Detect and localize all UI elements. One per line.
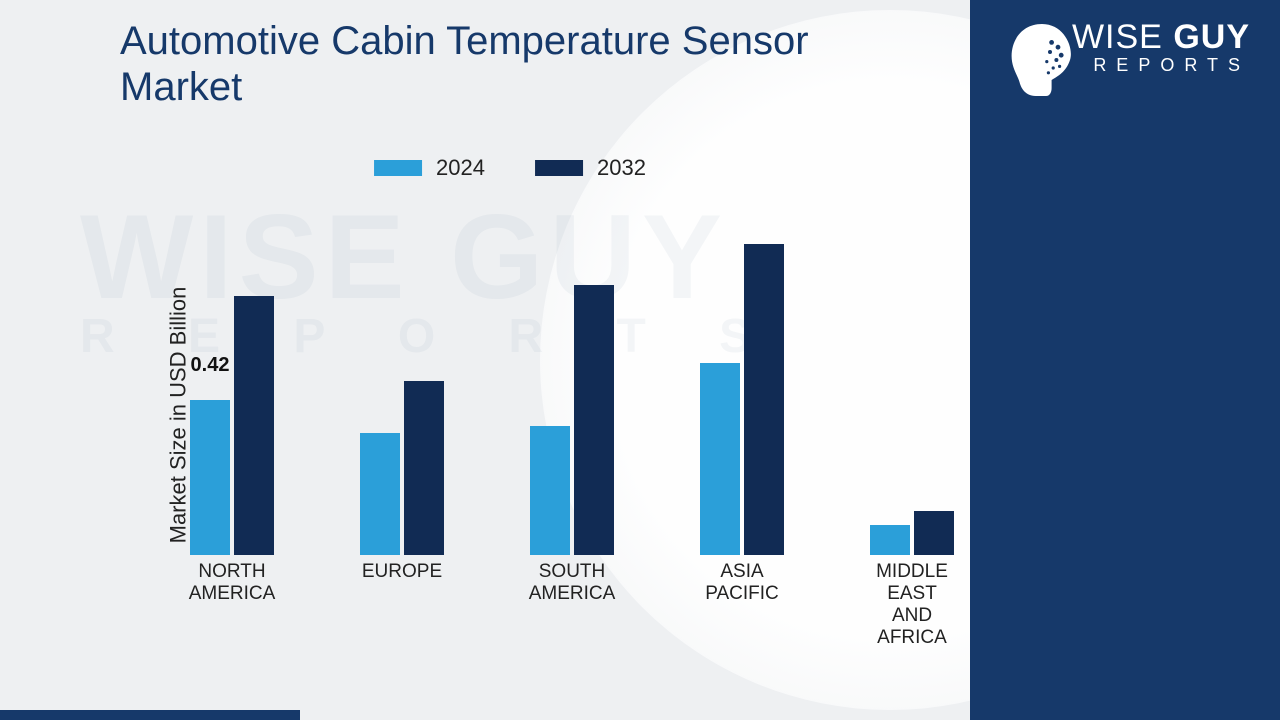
bar-2024 (870, 525, 910, 555)
brand-name-p2: GUY (1173, 18, 1250, 56)
chart-area: Market Size in USD Billion 2024 2032 0.4… (60, 155, 960, 675)
legend-item-2024: 2024 (374, 155, 485, 181)
brand-logo: WISE GUY REPORTS (1072, 18, 1250, 76)
x-axis-label: NORTHAMERICA (157, 561, 307, 605)
bar-2024 (700, 363, 740, 555)
bar-value-label: 0.42 (191, 354, 230, 377)
right-brand-panel (970, 0, 1280, 720)
legend-label-2024: 2024 (436, 155, 485, 181)
legend-label-2032: 2032 (597, 155, 646, 181)
bar-2032 (914, 511, 954, 555)
legend-swatch-2032 (535, 160, 583, 176)
x-axis-label: ASIAPACIFIC (667, 561, 817, 605)
bar-2032 (234, 296, 274, 555)
x-axis-label: SOUTHAMERICA (497, 561, 647, 605)
x-axis-label: EUROPE (327, 561, 477, 583)
bar-2024 (360, 433, 400, 555)
bottom-accent-bar (0, 710, 300, 720)
brand-name-p1: WISE (1072, 18, 1163, 56)
brand-name: WISE GUY (1072, 18, 1250, 57)
bar-2032 (574, 285, 614, 555)
bar-2024 (530, 426, 570, 556)
legend-item-2032: 2032 (535, 155, 646, 181)
brand-head-icon (1002, 20, 1082, 100)
legend: 2024 2032 (374, 155, 646, 181)
bar-2032 (404, 381, 444, 555)
bar-2032 (744, 244, 784, 555)
page-root: WISE GUY R E P O R T S WISE GUY REPORTS … (0, 0, 1280, 720)
chart-title: Automotive Cabin Temperature Sensor Mark… (120, 18, 900, 110)
x-axis-labels: NORTHAMERICA EUROPE SOUTHAMERICA ASIAPACIFI… (150, 555, 960, 675)
bar-2024 (190, 400, 230, 555)
plot-area: 0.42 (150, 185, 960, 555)
brand-subline: REPORTS (1072, 55, 1250, 76)
x-axis-label: MIDDLEEASTANDAFRICA (837, 561, 987, 648)
legend-swatch-2024 (374, 160, 422, 176)
